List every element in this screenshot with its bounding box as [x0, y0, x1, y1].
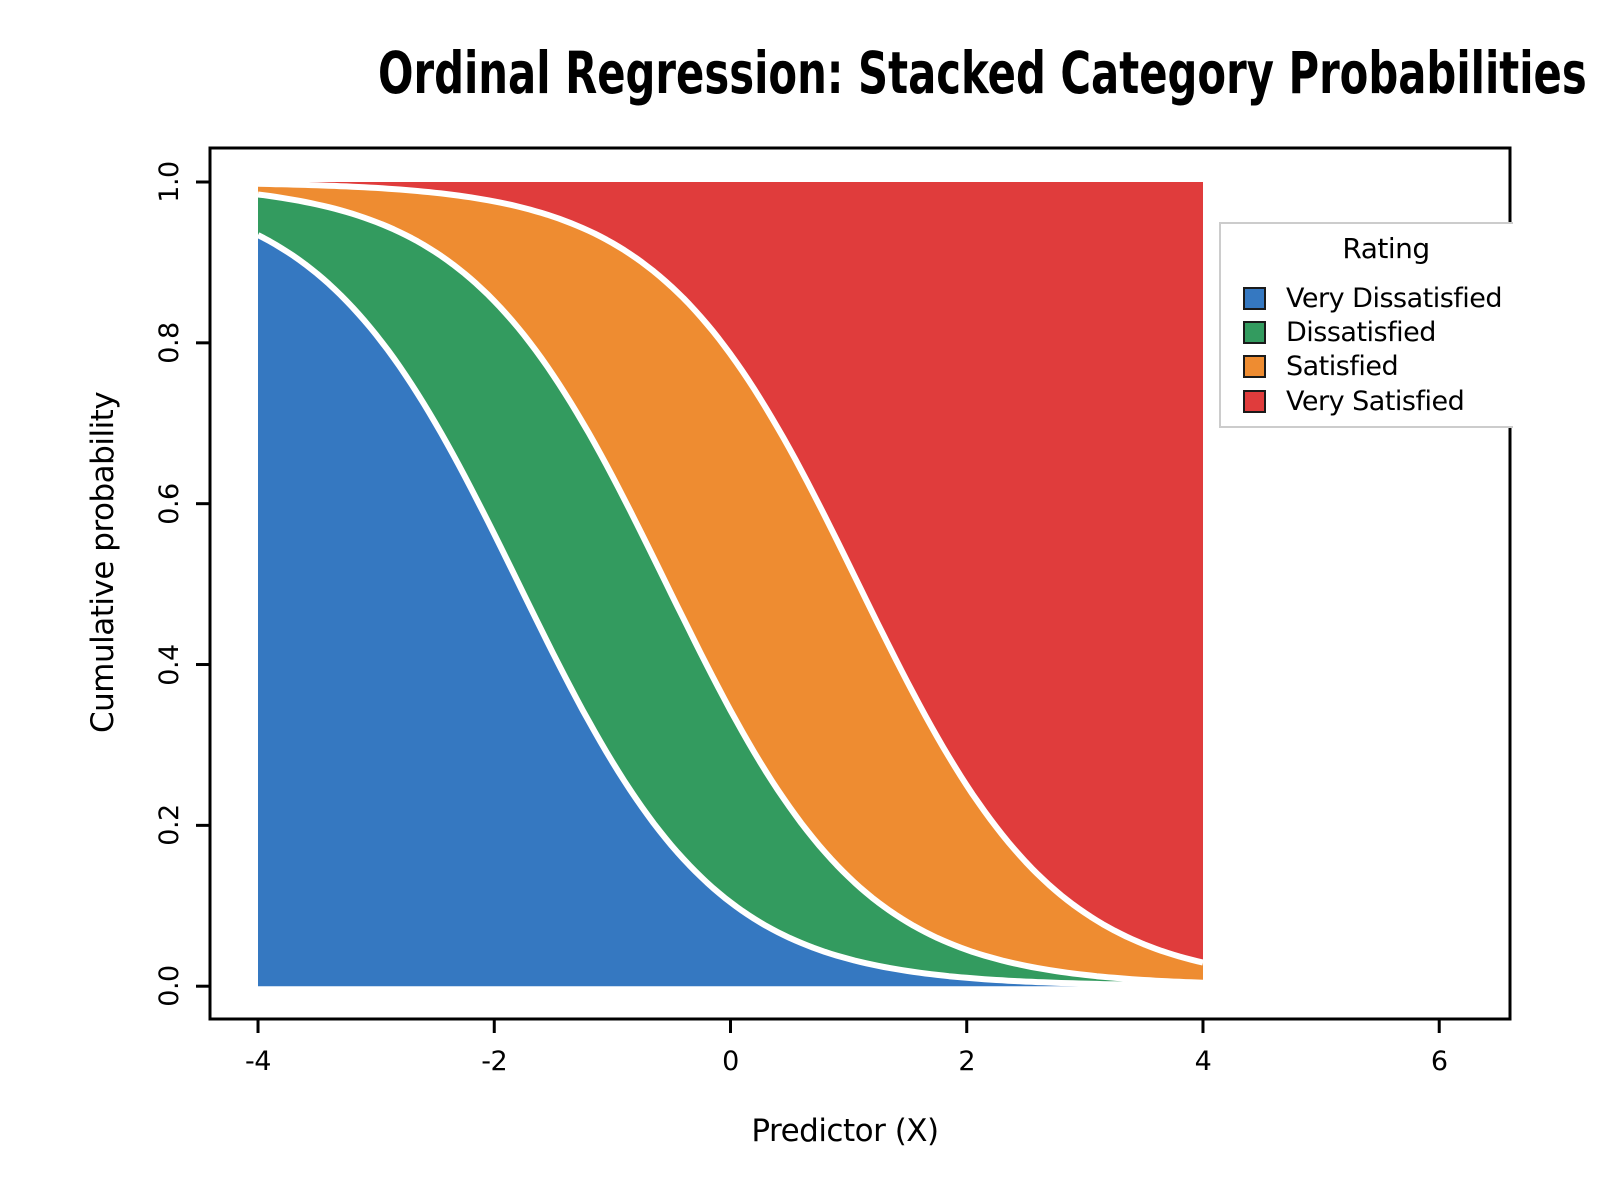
legend-item: Dissatisfied: [1221, 315, 1513, 349]
legend-box: Rating Very Dissatisfied Dissatisfied Sati…: [1219, 222, 1513, 428]
area-satisfied: [258, 183, 1203, 983]
legend-item: Satisfied: [1221, 350, 1513, 384]
x-tick-label: 4: [1194, 1046, 1212, 1077]
y-tick-label: 0.8: [154, 322, 185, 364]
y-tick-label: 0.4: [154, 643, 185, 686]
x-tick-label: 0: [722, 1046, 739, 1077]
area-very-satisfied: [258, 182, 1203, 963]
legend-title: Rating: [1342, 232, 1430, 265]
area-dissatisfied: [258, 194, 1203, 986]
legend-label: Very Satisfied: [1286, 385, 1465, 417]
x-axis-title: Predictor (X): [751, 1113, 939, 1149]
legend-label: Dissatisfied: [1286, 316, 1436, 348]
y-tick-label: 0.2: [154, 804, 185, 847]
area-very-dissatisfied: [258, 235, 1203, 987]
legend-swatch-dissatisfied: [1243, 320, 1266, 344]
cumulative-boundary-2: [257, 191, 1204, 986]
legend-item: Very Dissatisfied: [1221, 281, 1513, 315]
y-axis-title: Cumulative probability: [85, 391, 121, 733]
chart-title: Ordinal Regression: Stacked Category Pro…: [377, 39, 1587, 107]
y-tick-label: 0.6: [154, 482, 185, 525]
cumulative-boundary-3: [257, 180, 1204, 966]
legend-label: Satisfied: [1286, 351, 1399, 383]
x-tick-label: 2: [958, 1046, 976, 1077]
cumulative-boundary-1: [256, 232, 1203, 989]
legend-swatch-very-satisfied: [1243, 389, 1266, 413]
plot-border: [208, 146, 1512, 1021]
legend-swatch-satisfied: [1243, 355, 1266, 379]
x-tick-label: -4: [245, 1046, 271, 1077]
legend-item: Very Satisfied: [1221, 384, 1513, 418]
legend-swatch-very-dissatisfied: [1243, 286, 1266, 310]
y-tick-label: 0.0: [154, 965, 185, 1007]
y-tick-label: 1.0: [154, 161, 185, 203]
x-tick-label: 6: [1430, 1046, 1448, 1077]
x-tick-label: -2: [481, 1046, 508, 1077]
legend-label: Very Dissatisfied: [1286, 282, 1503, 314]
legend: Rating Very Dissatisfied Dissatisfied Sati…: [1219, 222, 1513, 432]
